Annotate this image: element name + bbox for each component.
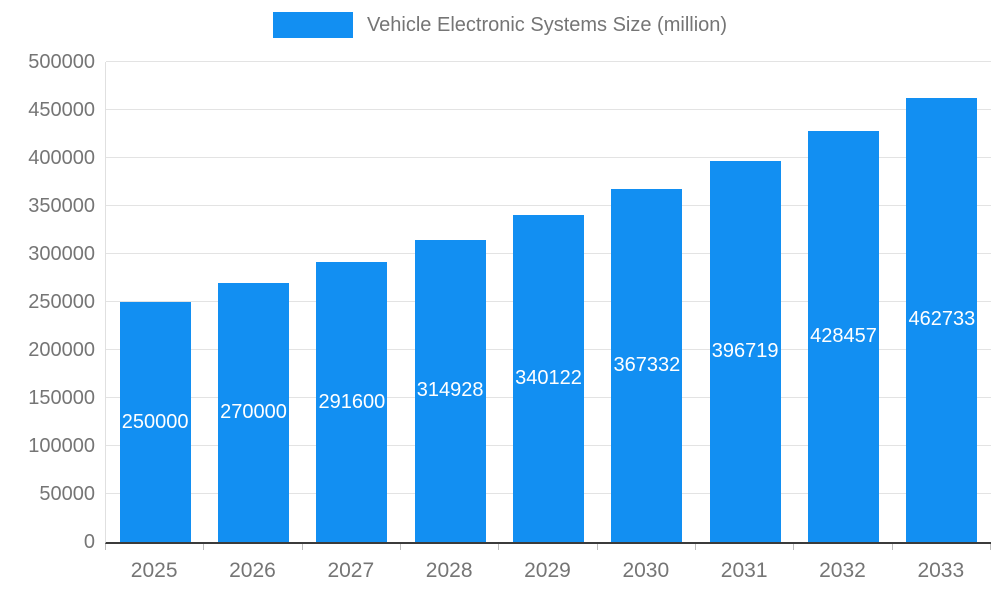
x-axis-tick-label: 2028 (425, 559, 473, 582)
bar-value-label: 340122 (515, 367, 582, 390)
bar-2032[interactable]: 428457 (808, 130, 879, 542)
y-axis-tick-label: 50000 (39, 483, 95, 505)
x-axis-tick-mark (203, 544, 205, 550)
bar-2028[interactable]: 314928 (414, 239, 486, 542)
y-axis-tick-label: 300000 (28, 243, 95, 265)
y-axis-tick-label: 100000 (28, 435, 95, 457)
x-axis-tick-label: 2033 (917, 559, 965, 582)
bar-value-label: 462733 (908, 308, 976, 331)
x-axis-tick-mark (990, 544, 991, 550)
x-axis-tick-mark (400, 544, 401, 550)
x-axis-tick-mark (891, 544, 893, 550)
x-axis-tick-mark (596, 544, 598, 550)
plot-area: 250000 270000 291600 314928 340122 367332 3967… (105, 61, 991, 544)
y-axis-tick-label: 250000 (28, 291, 95, 313)
y-axis-tick-label: 350000 (28, 195, 95, 217)
y-axis-tick-label: 150000 (28, 387, 95, 409)
x-axis-tick-label: 2025 (130, 559, 178, 582)
gridline (106, 157, 991, 158)
legend[interactable]: Vehicle Electronic Systems Size (million… (0, 12, 1000, 38)
x-axis-tick-mark (301, 544, 303, 550)
bar-2029[interactable]: 340122 (513, 215, 584, 542)
bar-value-label: 250000 (121, 410, 189, 433)
x-axis-tick-mark (695, 544, 696, 550)
bar-2027[interactable]: 291600 (316, 262, 388, 542)
bar-2031[interactable]: 396719 (709, 161, 781, 542)
bar-value-label: 428457 (810, 324, 877, 347)
x-axis-tick-mark (793, 544, 795, 550)
gridline (106, 61, 991, 62)
legend-label: Vehicle Electronic Systems Size (million… (366, 13, 728, 36)
bar-value-label: 270000 (220, 400, 287, 423)
bar-2025[interactable]: 250000 (119, 302, 191, 542)
bar-2030[interactable]: 367332 (611, 189, 683, 542)
bar-value-label: 291600 (318, 390, 386, 413)
bar-value-label: 367332 (613, 354, 681, 377)
x-axis-tick-label: 2029 (524, 559, 571, 582)
y-axis-tick-label: 0 (83, 531, 95, 553)
x-axis-tick-label: 2031 (720, 559, 768, 582)
bar-value-label: 396719 (711, 340, 779, 363)
x-axis-tick-label: 2027 (327, 559, 375, 582)
x-axis-tick-mark (498, 544, 500, 550)
x-axis-tick-label: 2026 (229, 559, 276, 582)
gridline (106, 205, 991, 206)
legend-swatch-icon (272, 12, 353, 38)
bar-2026[interactable]: 270000 (218, 282, 289, 542)
gridline (106, 109, 991, 110)
x-axis-tick-label: 2030 (622, 559, 670, 582)
x-axis-tick-label: 2032 (819, 559, 866, 582)
y-axis-tick-label: 400000 (28, 147, 95, 169)
y-axis-tick-label: 200000 (28, 339, 95, 361)
bar-2033[interactable]: 462733 (906, 97, 978, 542)
y-axis-tick-label: 500000 (28, 51, 95, 73)
y-axis-tick-label: 450000 (28, 99, 95, 121)
bar-value-label: 314928 (416, 379, 484, 402)
x-axis-tick-mark (105, 544, 106, 550)
